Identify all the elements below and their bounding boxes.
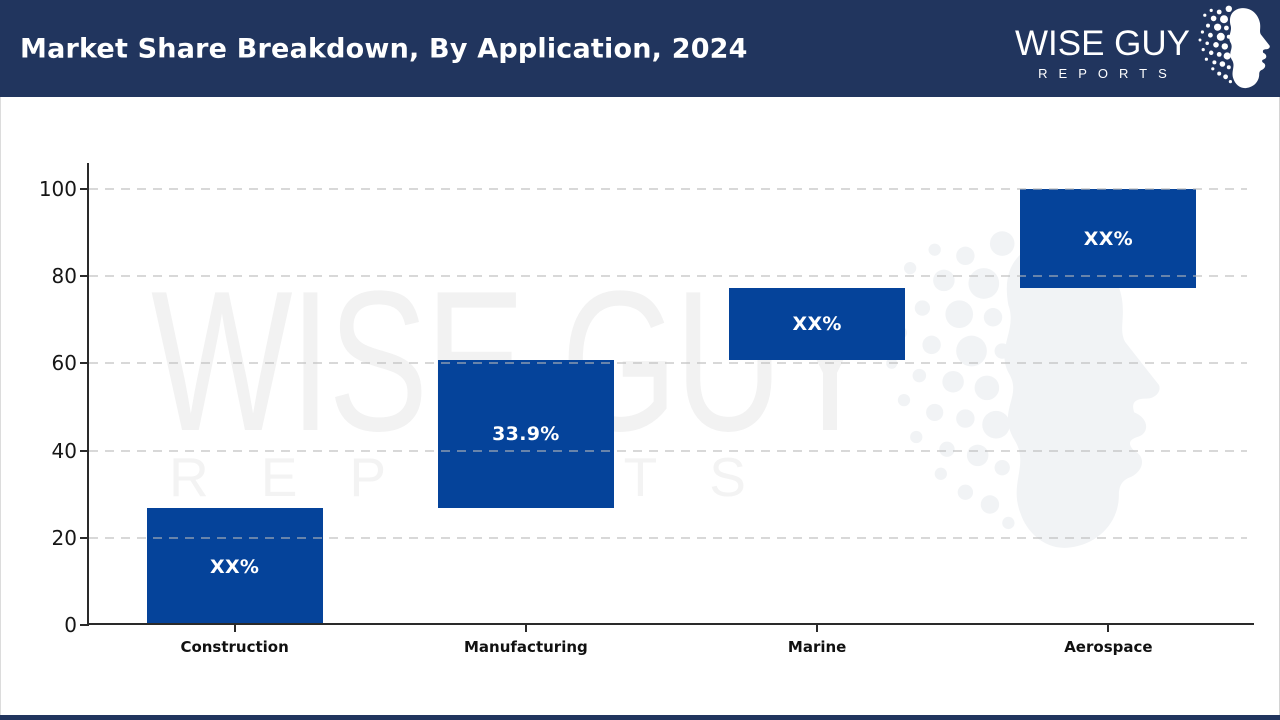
x-tick-0 [233, 625, 236, 632]
x-tick-3 [1107, 625, 1110, 632]
y-tick-label-40: 40 [51, 438, 77, 463]
x-tick-label-0: Construction [180, 638, 289, 656]
y-gridline-60 [89, 362, 1247, 365]
x-tick-label-3: Aerospace [1064, 638, 1153, 656]
bar-construction[interactable]: XX% [146, 508, 323, 625]
y-tick-label-0: 0 [64, 613, 77, 637]
y-gridline-80 [89, 275, 1247, 278]
y-tick-label-80: 80 [51, 264, 77, 289]
y-tick-label-60: 60 [51, 351, 77, 376]
profile-face-dots-icon [1192, 3, 1272, 93]
logo-wordmark: WISE GUY [1014, 24, 1190, 63]
plot-area: XX% 33.9% XX% XX% [89, 160, 1254, 625]
x-tick-2 [816, 625, 819, 632]
y-tick-100 [80, 188, 89, 190]
x-tick-label-2: Marine [787, 638, 847, 656]
bar-value-label: 33.9% [492, 423, 560, 446]
y-axis-line [87, 163, 89, 625]
x-axis-line [87, 623, 1254, 625]
y-tick-20 [80, 536, 89, 539]
logo-subtitle: REPORTS [1038, 66, 1178, 81]
y-gridline-100 [89, 188, 1247, 190]
logo-text: WISE GUY REPORTS [1014, 24, 1190, 82]
bar-aerospace[interactable]: XX% [1020, 189, 1197, 288]
bar-value-label: XX% [1083, 227, 1133, 250]
x-tick-1 [524, 625, 527, 632]
y-tick-40 [80, 449, 89, 452]
y-tick-0 [80, 624, 89, 626]
y-tick-80 [80, 275, 89, 278]
x-tick-label-1: Manufacturing [464, 638, 588, 656]
y-gridline-40 [89, 449, 1247, 452]
y-tick-label-20: 20 [51, 525, 77, 550]
page-title: Market Share Breakdown, By Application, … [20, 33, 748, 64]
y-tick-60 [80, 362, 89, 365]
bar-manufacturing[interactable]: 33.9% [437, 360, 614, 509]
bar-value-label: XX% [792, 313, 842, 336]
chart-area: WISE GUY REPORTS XX%33.9%XX%XX% 02040608… [0, 97, 1280, 715]
bar-marine[interactable]: XX% [729, 287, 906, 361]
wise-guy-reports-logo: WISE GUY REPORTS [1015, 3, 1272, 93]
bar-value-label: XX% [210, 555, 260, 578]
y-tick-label-100: 100 [38, 177, 77, 201]
y-gridline-20 [89, 536, 1247, 539]
footer-strip [0, 715, 1280, 720]
header-banner: Market Share Breakdown, By Application, … [0, 0, 1280, 97]
